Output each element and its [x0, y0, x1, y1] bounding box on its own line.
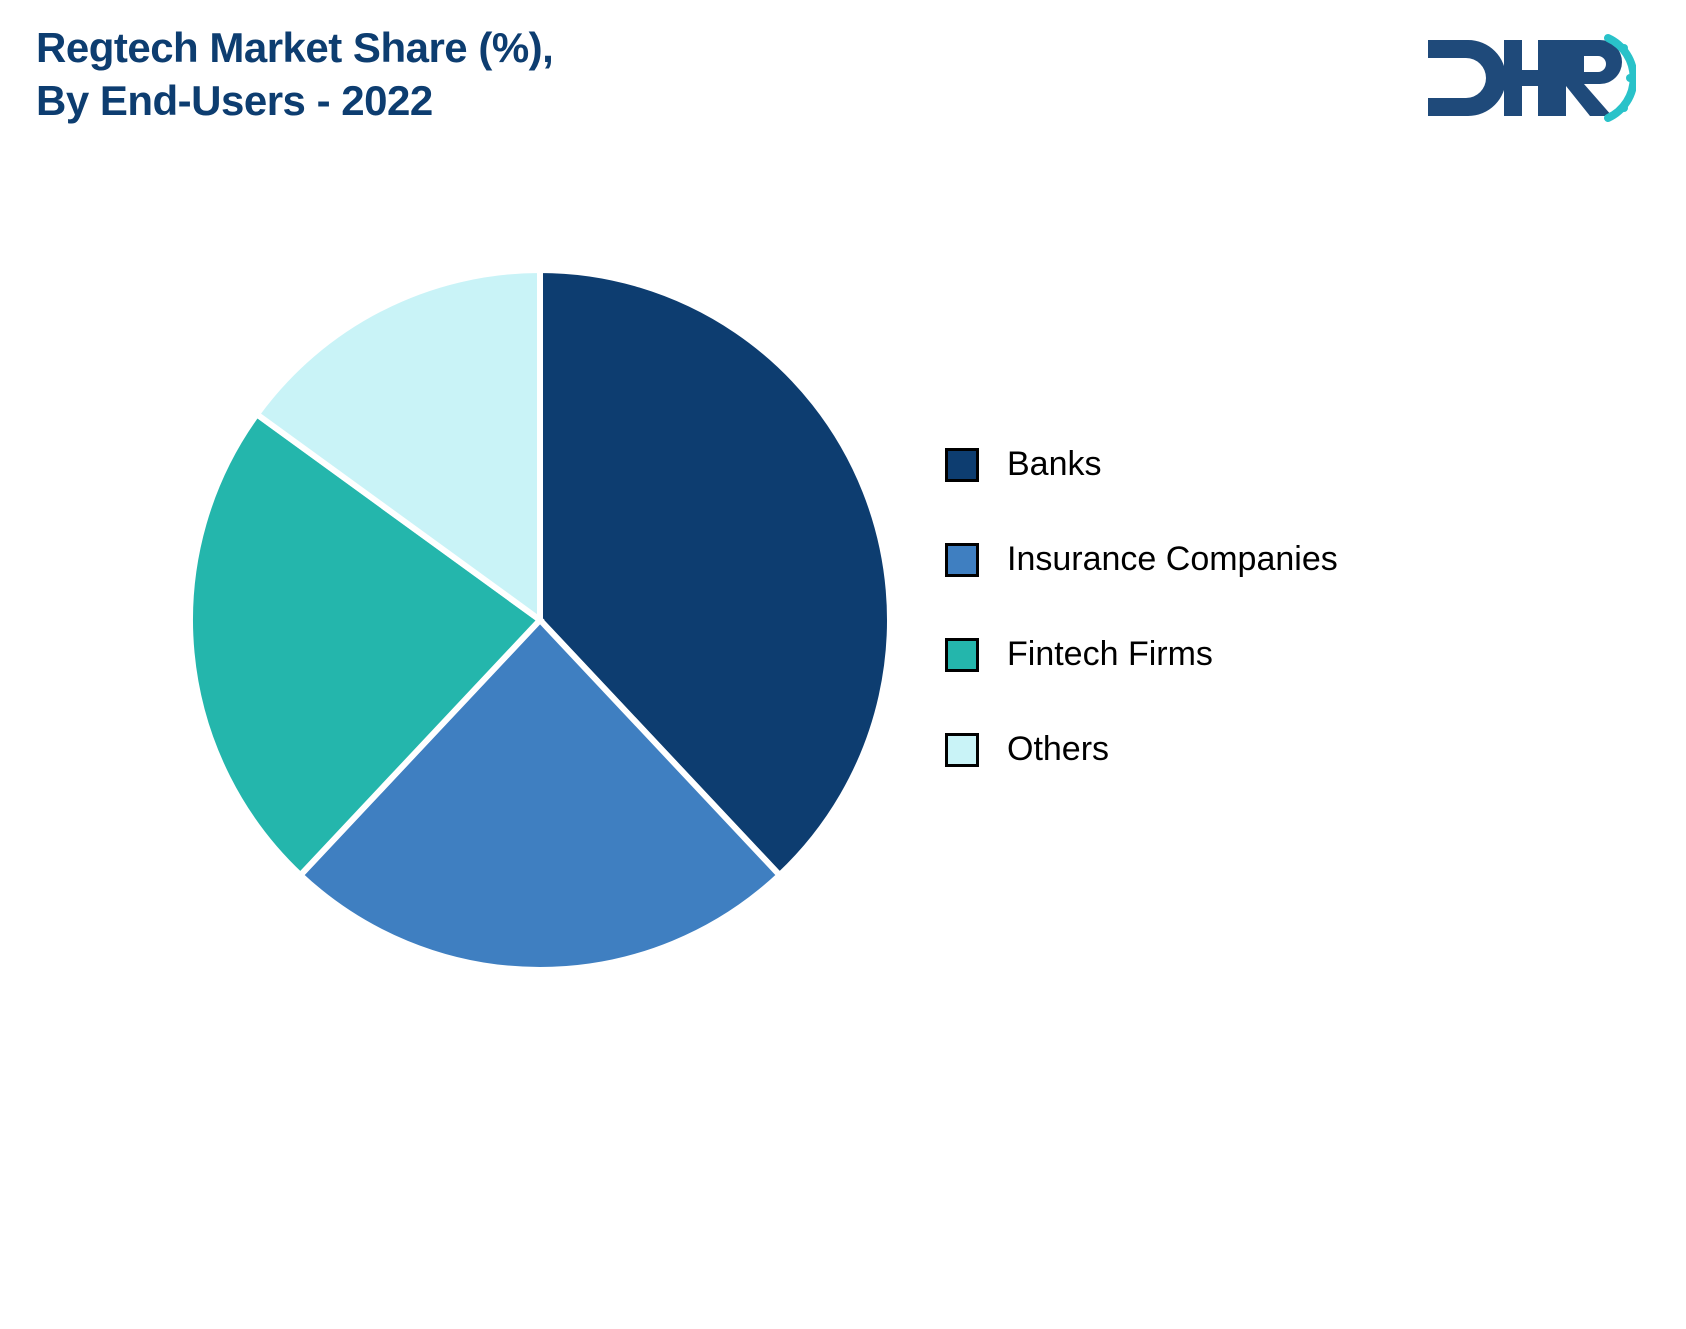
legend-item-1: Insurance Companies: [945, 540, 1338, 579]
dhr-logo: [1426, 20, 1636, 140]
legend-item-3: Others: [945, 730, 1338, 769]
legend-item-0: Banks: [945, 445, 1338, 484]
title-line-2: By End-Users - 2022: [36, 75, 553, 128]
pie-chart: [190, 270, 890, 970]
legend: Banks Insurance Companies Fintech Firms Oth…: [945, 445, 1338, 825]
title-line-1: Regtech Market Share (%),: [36, 22, 553, 75]
chart-root: Regtech Market Share (%), By End-Users -…: [0, 0, 1686, 1329]
legend-label-0: Banks: [1007, 445, 1102, 484]
legend-swatch-3: [945, 733, 979, 767]
legend-label-1: Insurance Companies: [1007, 540, 1338, 579]
legend-swatch-1: [945, 543, 979, 577]
legend-swatch-2: [945, 638, 979, 672]
legend-item-2: Fintech Firms: [945, 635, 1338, 674]
legend-swatch-0: [945, 448, 979, 482]
chart-title: Regtech Market Share (%), By End-Users -…: [36, 22, 553, 127]
legend-label-3: Others: [1007, 730, 1109, 769]
legend-label-2: Fintech Firms: [1007, 635, 1213, 674]
